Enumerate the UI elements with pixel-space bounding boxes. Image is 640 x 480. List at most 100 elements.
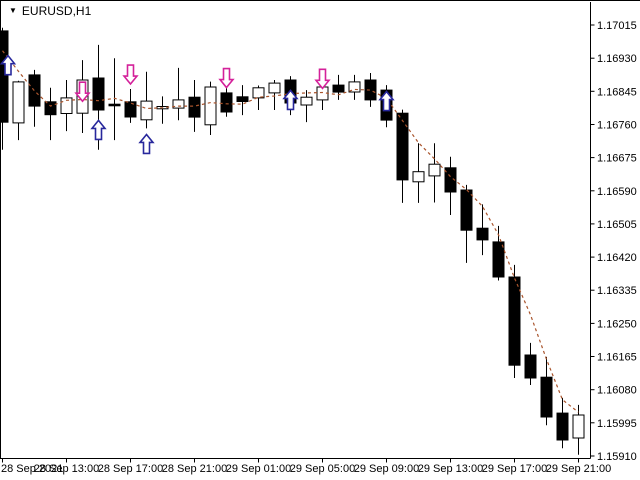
candle bbox=[396, 109, 409, 203]
x-axis-label: 29 Sep 17:00 bbox=[482, 463, 547, 475]
candle-body-bear bbox=[460, 189, 473, 231]
candle bbox=[572, 404, 585, 455]
candle-body-bear bbox=[28, 74, 41, 107]
signal-arrow-down bbox=[314, 68, 331, 90]
candle-body-bear bbox=[332, 84, 345, 93]
signal-arrow-down bbox=[74, 81, 91, 103]
candle-body-bear bbox=[524, 354, 537, 379]
candle bbox=[300, 90, 313, 123]
candle bbox=[60, 80, 73, 132]
candle-body-bear bbox=[444, 167, 457, 193]
x-axis-label: 29 Sep 21:00 bbox=[546, 463, 611, 475]
y-axis-label: 1.16760 bbox=[597, 120, 637, 132]
candle-body-bear bbox=[492, 241, 505, 278]
symbol-timeframe-label: EURUSD,H1 bbox=[21, 4, 92, 18]
candle bbox=[220, 84, 233, 117]
y-axis-label: 1.15910 bbox=[597, 451, 637, 463]
candle-body-bear bbox=[92, 77, 105, 111]
candle-body-bull bbox=[12, 81, 25, 124]
candle-body-bull bbox=[172, 99, 185, 109]
signal-arrow-up bbox=[282, 89, 299, 111]
candle bbox=[412, 143, 425, 203]
candle bbox=[348, 74, 361, 100]
candle-body-bear bbox=[220, 92, 233, 113]
candle-body-bear bbox=[188, 96, 201, 118]
x-axis-label: 29 Sep 05:00 bbox=[290, 463, 355, 475]
y-axis-label: 1.16675 bbox=[597, 153, 637, 165]
signal-arrow-up bbox=[90, 119, 107, 141]
candle-body-bull bbox=[252, 87, 265, 99]
candle bbox=[0, 27, 9, 150]
x-axis-label: 28 Sep 21:00 bbox=[162, 463, 227, 475]
candle-body-bull bbox=[140, 100, 153, 121]
y-axis-label: 1.16420 bbox=[597, 252, 637, 264]
candle bbox=[108, 58, 121, 141]
candle bbox=[156, 96, 169, 124]
candle bbox=[252, 85, 265, 110]
candle-body-bear bbox=[556, 412, 569, 441]
candle-body-bear bbox=[0, 30, 9, 123]
candle bbox=[124, 89, 137, 123]
candle-body-bear bbox=[108, 103, 121, 107]
candle bbox=[540, 356, 553, 426]
signal-arrow-up bbox=[138, 133, 155, 155]
candle bbox=[28, 69, 41, 127]
candle bbox=[364, 73, 377, 107]
candle bbox=[476, 204, 489, 256]
candle bbox=[460, 184, 473, 263]
y-axis-label: 1.16930 bbox=[597, 53, 637, 65]
y-axis-label: 1.16845 bbox=[597, 86, 637, 98]
candle-body-bull bbox=[300, 96, 313, 106]
candle bbox=[508, 264, 521, 378]
candle-body-bear bbox=[236, 96, 249, 103]
candle bbox=[44, 87, 57, 141]
candle-body-bull bbox=[60, 97, 73, 115]
candle-body-bear bbox=[396, 112, 409, 181]
candle bbox=[524, 342, 537, 385]
y-axis-label: 1.16590 bbox=[597, 186, 637, 198]
y-axis-label: 1.16250 bbox=[597, 318, 637, 330]
signal-arrow-up bbox=[378, 90, 395, 112]
candle-body-bear bbox=[124, 101, 137, 118]
candle-body-bear bbox=[476, 227, 489, 241]
x-axis-label: 29 Sep 13:00 bbox=[418, 463, 483, 475]
candle-body-bear bbox=[508, 276, 521, 366]
candle-body-bull bbox=[572, 414, 585, 439]
signal-arrow-down bbox=[122, 64, 139, 86]
candle bbox=[236, 85, 249, 116]
candle-body-bull bbox=[348, 81, 361, 93]
candle-body-bear bbox=[540, 376, 553, 418]
candle bbox=[268, 80, 281, 110]
candle bbox=[188, 80, 201, 132]
y-axis-label: 1.17015 bbox=[597, 20, 637, 32]
chevron-down-icon[interactable]: ▼ bbox=[9, 6, 17, 15]
x-axis-label: 28 Sep 2021 bbox=[1, 463, 63, 475]
signal-arrow-up bbox=[0, 54, 17, 76]
x-axis-label: 29 Sep 01:00 bbox=[226, 463, 291, 475]
candle bbox=[204, 81, 217, 135]
candle-body-bear bbox=[364, 79, 377, 101]
y-axis-label: 1.16165 bbox=[597, 352, 637, 364]
x-axis-label: 28 Sep 17:00 bbox=[98, 463, 163, 475]
candle bbox=[444, 156, 457, 215]
candle-body-bull bbox=[204, 86, 217, 126]
candle bbox=[428, 143, 441, 203]
y-axis-label: 1.16335 bbox=[597, 285, 637, 297]
candle bbox=[332, 74, 345, 100]
x-axis-label: 28 Sep 13:00 bbox=[34, 463, 99, 475]
candle-body-bull bbox=[412, 171, 425, 183]
candle-body-bull bbox=[428, 163, 441, 177]
candle bbox=[140, 71, 153, 129]
x-axis-label: 29 Sep 09:00 bbox=[354, 463, 419, 475]
candle bbox=[556, 397, 569, 449]
candle bbox=[12, 80, 25, 141]
y-axis-label: 1.15995 bbox=[597, 418, 637, 430]
y-axis-label: 1.16080 bbox=[597, 385, 637, 397]
chart-symbol-header: ▼ EURUSD,H1 bbox=[9, 4, 91, 18]
signal-arrow-down bbox=[218, 67, 235, 89]
candle bbox=[172, 67, 185, 121]
y-axis-label: 1.16505 bbox=[597, 219, 637, 231]
candle-body-bull bbox=[268, 82, 281, 94]
